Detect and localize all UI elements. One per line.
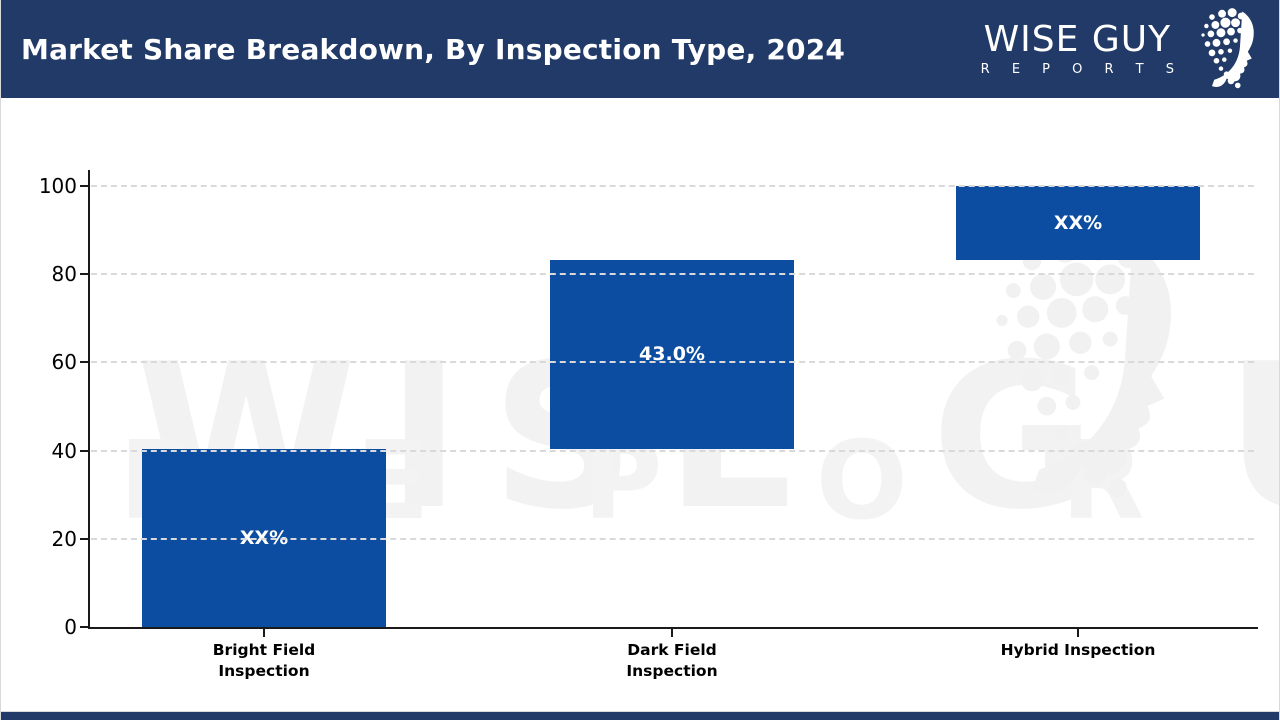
gridline	[91, 537, 1254, 540]
y-axis-tick	[80, 273, 89, 276]
logo-wordmark: WISE GUY	[983, 19, 1172, 60]
y-axis-tick-label: 20	[51, 526, 77, 551]
bar-segment: 43.0%	[550, 259, 794, 450]
x-axis-tick	[1077, 629, 1079, 637]
y-axis-tick-label: 0	[64, 615, 77, 639]
y-axis-tick	[80, 537, 89, 540]
bar-segment: XX%	[956, 186, 1200, 260]
footer-accent-bar	[1, 712, 1279, 720]
category-label: Hybrid Inspection	[1000, 641, 1156, 659]
gridline	[91, 273, 1254, 276]
y-axis-tick	[80, 449, 89, 452]
footer-divider	[1, 711, 1279, 712]
bar-value-label: 43.0%	[639, 343, 705, 366]
x-axis-line	[88, 627, 1258, 629]
y-axis-tick-label: 60	[51, 350, 77, 375]
y-axis-tick-label: 40	[51, 438, 77, 463]
wise-guy-reports-logo: WISE GUY R E P O R T S	[972, 6, 1265, 92]
page-title: Market Share Breakdown, By Inspection Ty…	[21, 32, 846, 66]
y-axis-tick-label: 100	[38, 174, 77, 198]
y-axis-tick-label: 80	[51, 262, 77, 287]
bar-value-label: XX%	[1053, 211, 1103, 234]
category-label: Bright Field Inspection	[212, 641, 316, 680]
y-axis-line	[88, 170, 90, 629]
y-axis-tick	[80, 361, 89, 364]
y-axis-tick	[80, 185, 89, 187]
x-axis-tick	[671, 629, 673, 637]
logo-face-icon	[1201, 8, 1254, 89]
header-bar: Market Share Breakdown, By Inspection Ty…	[1, 0, 1279, 98]
gridline	[91, 449, 1254, 452]
category-label: Dark Field Inspection	[626, 641, 718, 680]
gridline	[91, 185, 1254, 187]
gridline	[91, 361, 1254, 364]
y-axis-tick	[80, 626, 89, 628]
x-axis-tick	[263, 629, 265, 637]
logo-subtitle: R E P O R T S	[980, 62, 1183, 77]
